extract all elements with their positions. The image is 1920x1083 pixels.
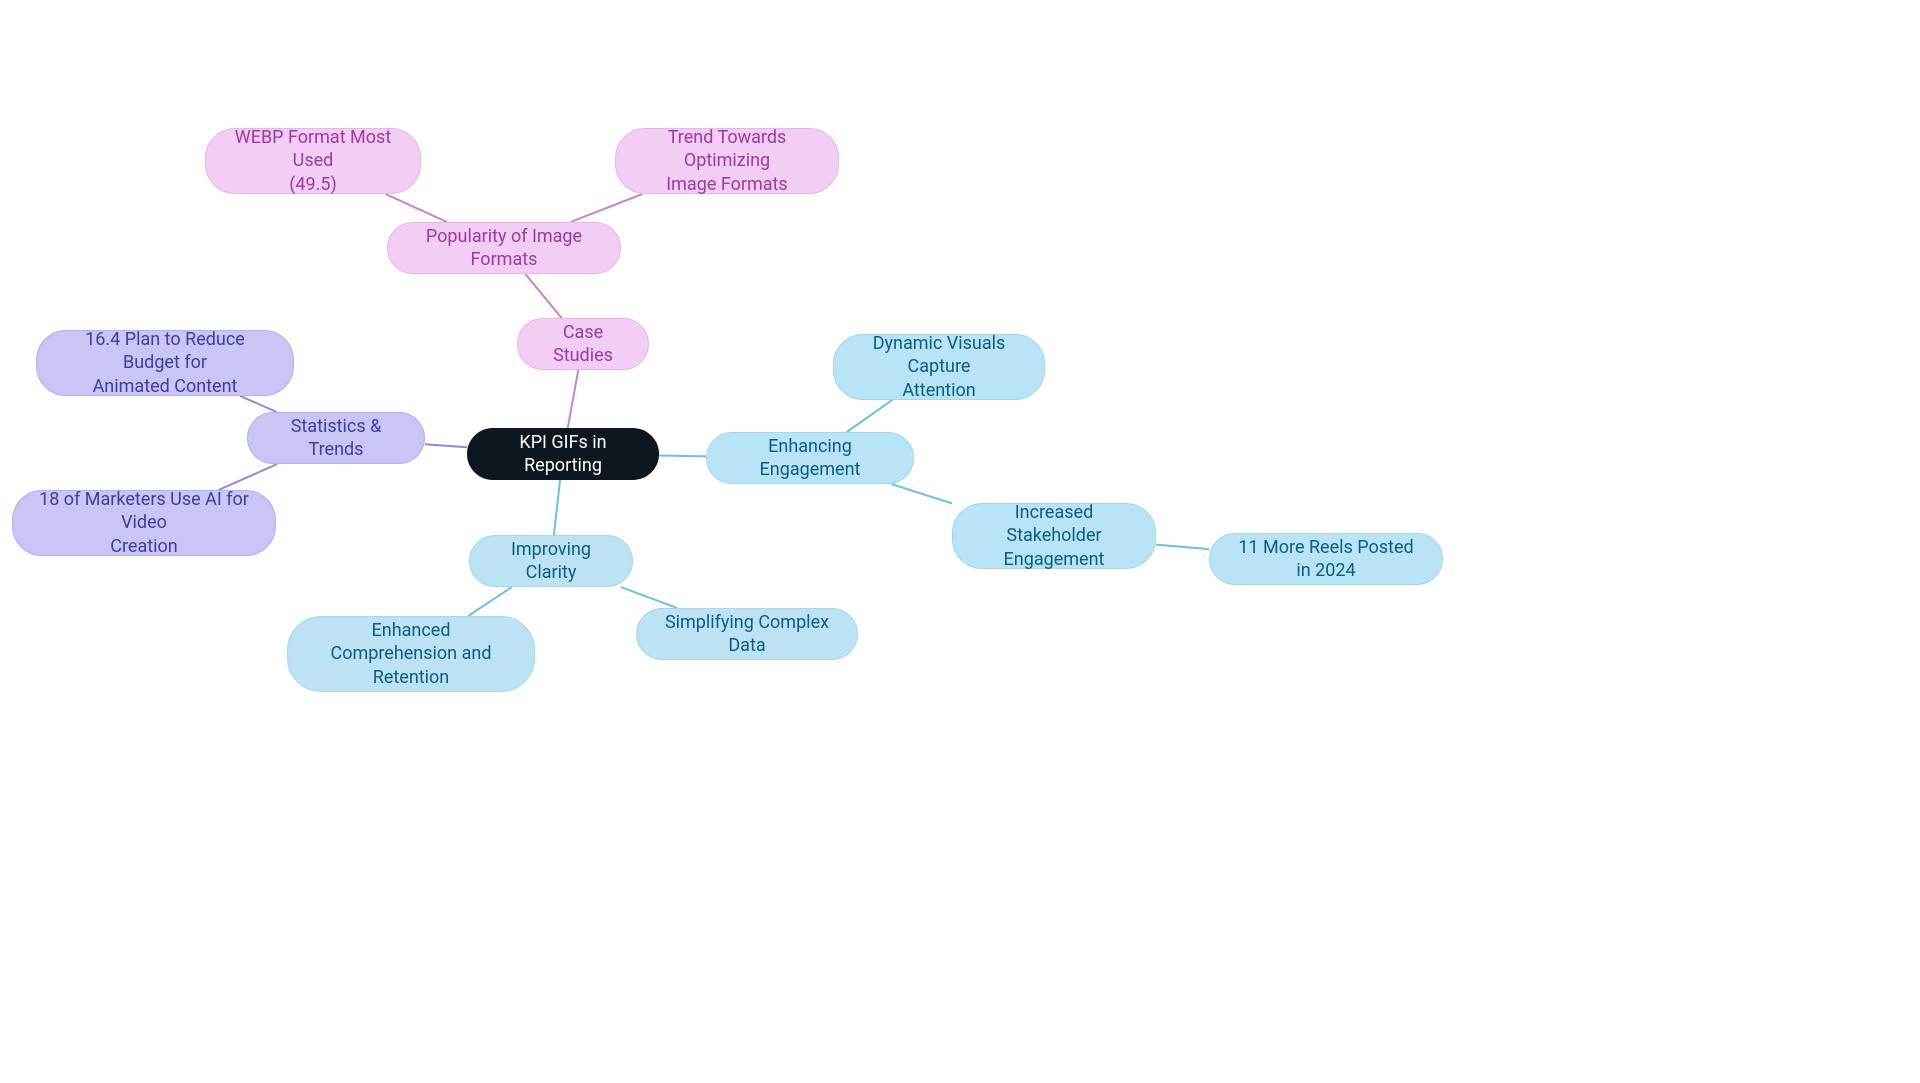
edge-popularity-trend: [571, 194, 643, 222]
edge-improving-comprehension: [468, 587, 512, 616]
edge-stakeholder-reels: [1156, 545, 1209, 549]
edge-enhancing-dynamic: [847, 400, 892, 432]
node-root: KPI GIFs in Reporting: [467, 428, 659, 480]
node-webp-format: WEBP Format Most Used (49.5): [205, 128, 421, 194]
node-popularity-image-formats: Popularity of Image Formats: [387, 222, 621, 274]
node-simplifying-data: Simplifying Complex Data: [636, 608, 858, 660]
edge-root-casestudies: [568, 370, 579, 428]
edge-root-improving: [554, 480, 560, 535]
node-comprehension-retention: Enhanced Comprehension and Retention: [287, 616, 535, 692]
edge-casestudies-popularity: [525, 274, 561, 318]
node-improving-clarity: Improving Clarity: [469, 535, 633, 587]
edge-root-stats: [425, 444, 467, 447]
node-reels-2024: 11 More Reels Posted in 2024: [1209, 533, 1443, 585]
node-trend-optimizing: Trend Towards Optimizing Image Formats: [615, 128, 839, 194]
node-enhancing-engagement: Enhancing Engagement: [706, 432, 914, 484]
mindmap-canvas: KPI GIFs in Reporting Enhancing Engageme…: [0, 0, 1920, 1083]
node-ai-video-creation: 18 of Marketers Use AI for Video Creatio…: [12, 490, 276, 556]
edge-stats-aivideo: [219, 464, 278, 490]
edge-stats-budget: [240, 396, 276, 412]
edge-enhancing-stakeholder: [891, 484, 952, 503]
node-dynamic-visuals: Dynamic Visuals Capture Attention: [833, 334, 1045, 400]
edge-improving-simplifying: [621, 587, 677, 608]
edge-popularity-webp: [385, 194, 446, 222]
node-reduce-budget: 16.4 Plan to Reduce Budget for Animated …: [36, 330, 294, 396]
node-stakeholder-engagement: Increased Stakeholder Engagement: [952, 503, 1156, 569]
edge-root-enhancing: [659, 456, 706, 457]
node-case-studies: Case Studies: [517, 318, 649, 370]
node-statistics-trends: Statistics & Trends: [247, 412, 425, 464]
